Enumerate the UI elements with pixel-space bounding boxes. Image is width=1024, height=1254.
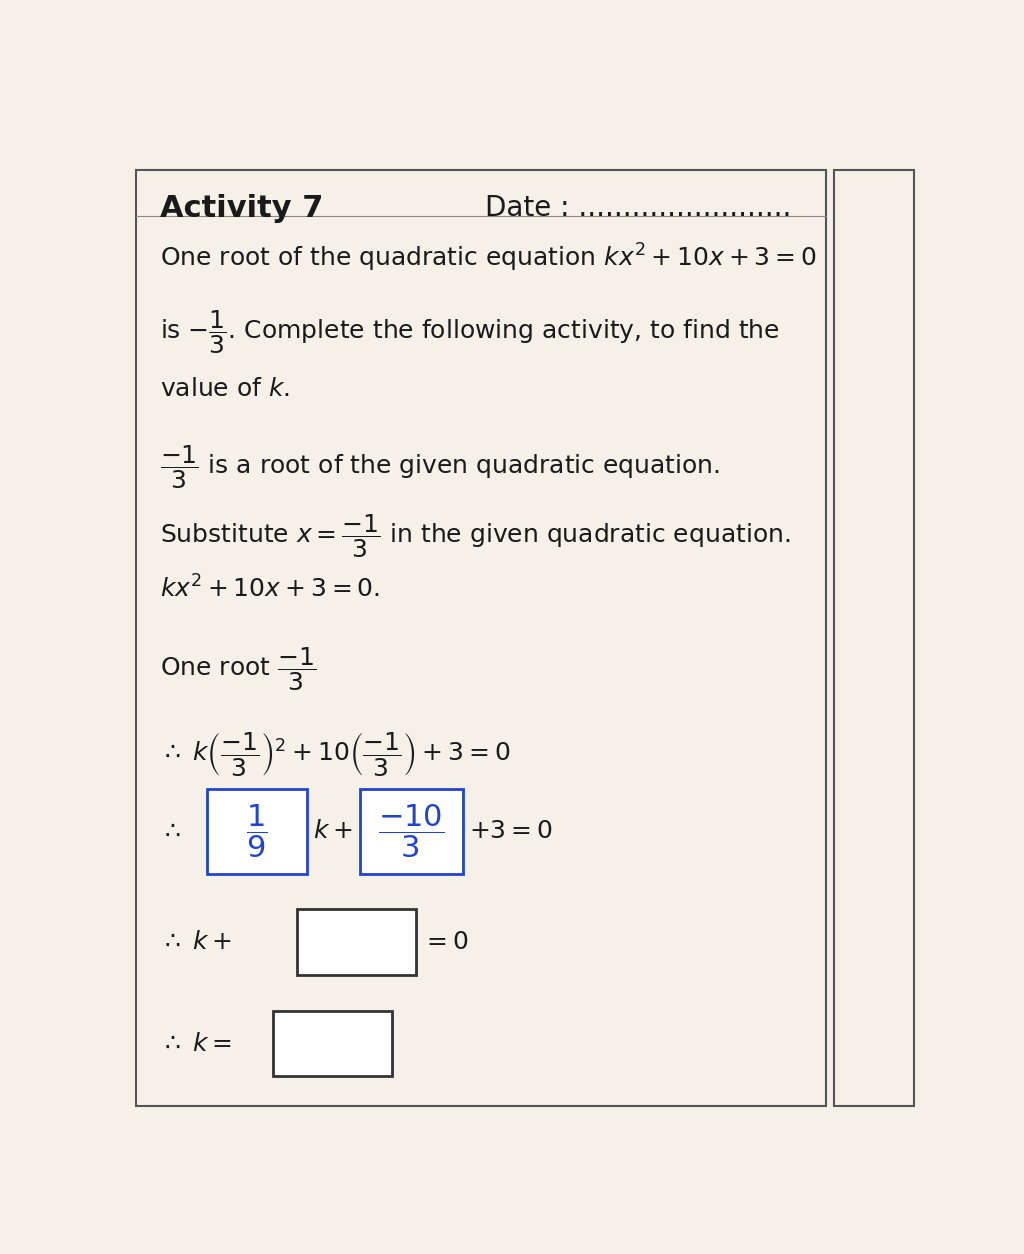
Text: $+ 3 = 0$: $+ 3 = 0$ [469,819,553,843]
Text: $\therefore\;$: $\therefore\;$ [160,819,181,843]
Text: $= 0$: $= 0$ [423,930,469,954]
Text: $\therefore\; k +$: $\therefore\; k +$ [160,930,231,954]
FancyBboxPatch shape [297,909,416,976]
Text: Activity 7: Activity 7 [160,194,324,223]
FancyBboxPatch shape [835,169,913,1106]
Text: $\dfrac{1}{9}$: $\dfrac{1}{9}$ [246,803,267,860]
Text: One root $\dfrac{-1}{3}$: One root $\dfrac{-1}{3}$ [160,645,316,692]
FancyBboxPatch shape [273,1011,392,1076]
Text: Substitute $x = \dfrac{-1}{3}$ in the given quadratic equation.: Substitute $x = \dfrac{-1}{3}$ in the gi… [160,513,791,561]
Text: Date : ........................: Date : ........................ [485,194,792,222]
FancyBboxPatch shape [207,789,306,874]
Text: $\therefore\; k =$: $\therefore\; k =$ [160,1032,231,1056]
FancyBboxPatch shape [136,169,826,1106]
Text: value of $k$.: value of $k$. [160,377,290,401]
Text: $k +$: $k +$ [313,819,352,843]
Text: is $-\dfrac{1}{3}$. Complete the following activity, to find the: is $-\dfrac{1}{3}$. Complete the followi… [160,308,779,356]
Text: $kx^2 + 10x + 3 = 0.$: $kx^2 + 10x + 3 = 0.$ [160,576,380,602]
FancyBboxPatch shape [359,789,463,874]
Text: One root of the quadratic equation $kx^2 + 10x + 3 = 0$: One root of the quadratic equation $kx^2… [160,242,816,275]
Text: $\dfrac{-1}{3}$ is a root of the given quadratic equation.: $\dfrac{-1}{3}$ is a root of the given q… [160,443,720,490]
Text: $\dfrac{-10}{3}$: $\dfrac{-10}{3}$ [378,803,444,860]
Text: $\therefore\; k\left(\dfrac{-1}{3}\right)^2 + 10\left(\dfrac{-1}{3}\right) + 3 =: $\therefore\; k\left(\dfrac{-1}{3}\right… [160,730,510,777]
